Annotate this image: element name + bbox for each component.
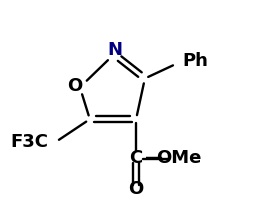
Text: F3C: F3C: [10, 133, 48, 151]
Text: —: —: [145, 149, 163, 167]
Text: O: O: [128, 180, 144, 198]
Text: O: O: [67, 76, 82, 95]
Text: C: C: [130, 149, 143, 167]
Text: OMe: OMe: [156, 149, 201, 167]
Text: N: N: [107, 41, 122, 59]
Text: Ph: Ph: [182, 52, 208, 70]
